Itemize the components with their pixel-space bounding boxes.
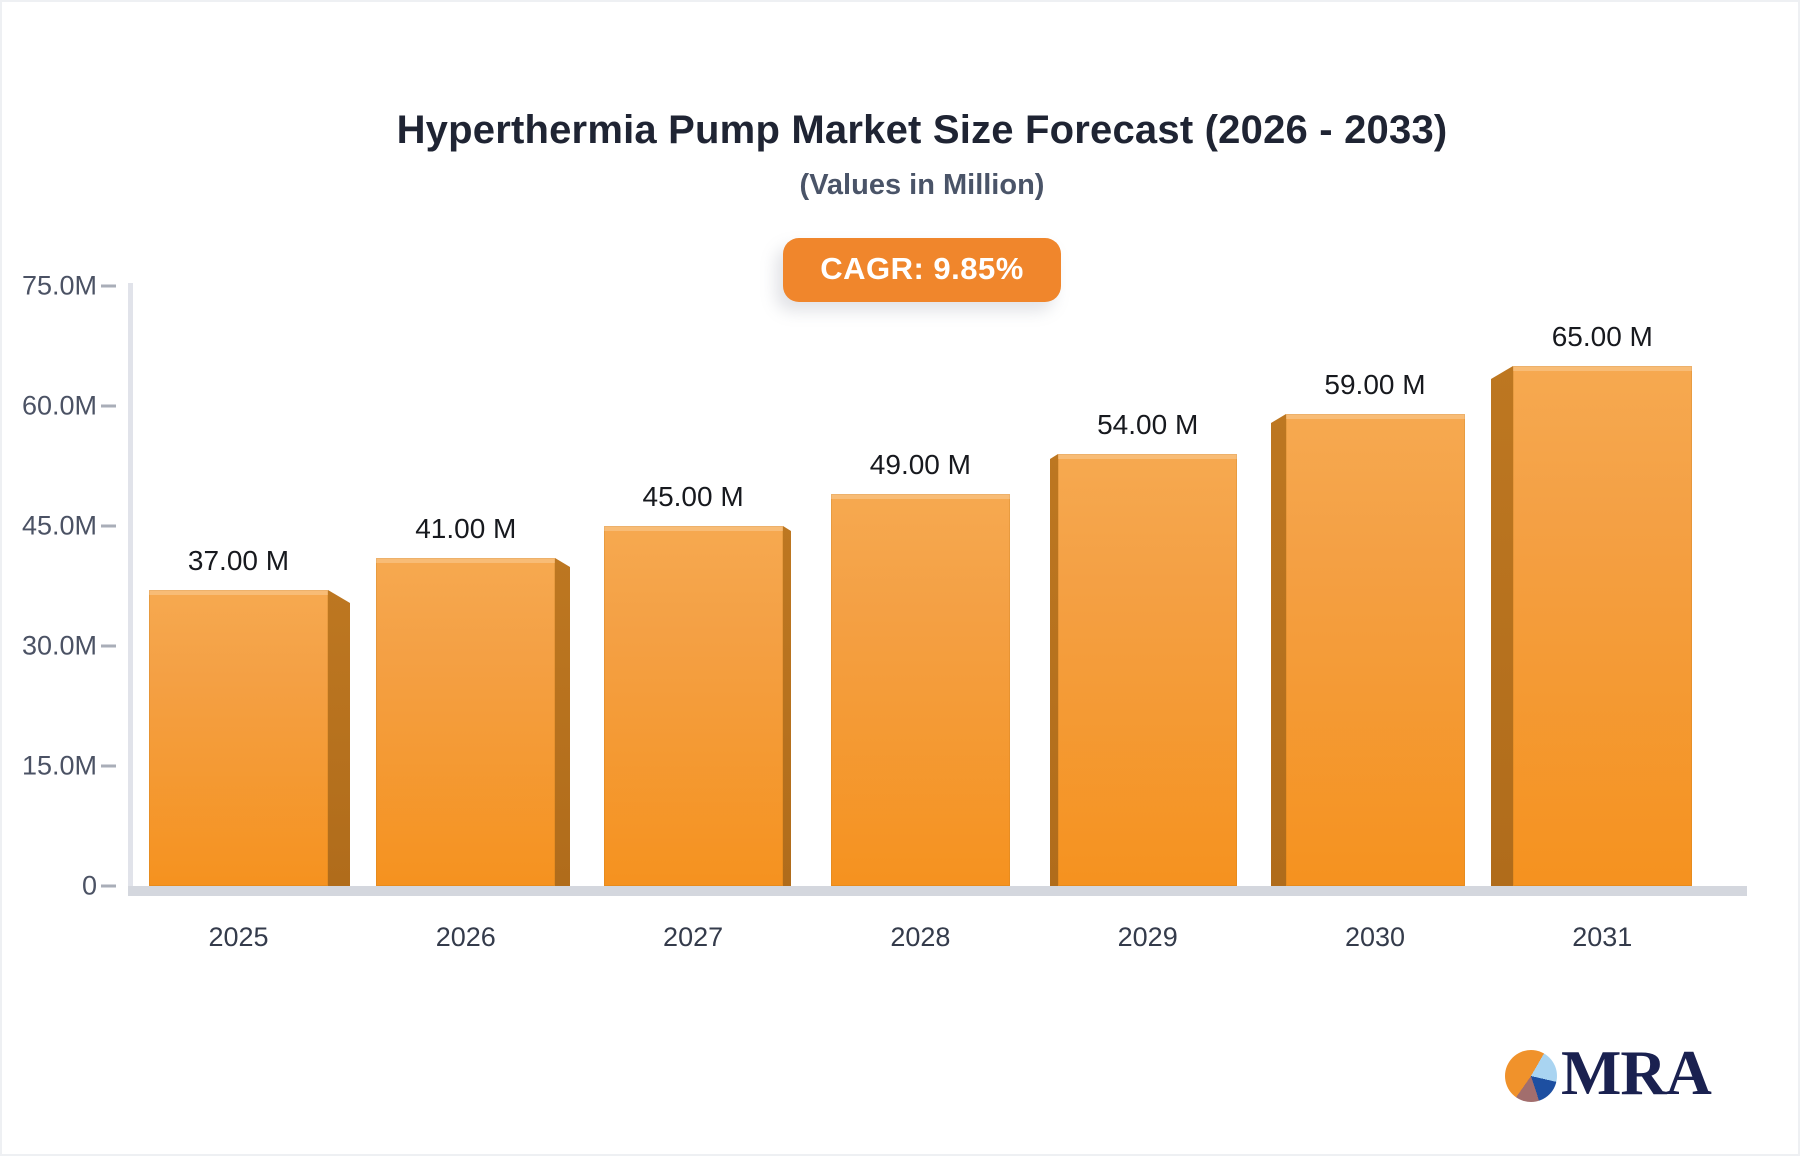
y-axis-label-0: 0 [81,870,97,901]
bar-side-2026 [555,558,570,886]
bar-2031[interactable] [1513,366,1692,886]
y-axis-line [128,283,133,896]
bar-side-2030 [1271,414,1286,886]
y-axis-label-30.0M: 30.0M [21,630,97,661]
bar-value-label-2026: 41.00 M [415,513,517,544]
x-axis-label-2027: 2027 [663,922,724,952]
y-axis-label-15.0M: 15.0M [21,750,97,781]
y-axis-label-45.0M: 45.0M [21,510,97,541]
bar-value-label-2027: 45.00 M [642,481,744,512]
chart-subtitle: (Values in Million) [799,169,1045,201]
x-axis-label-2026: 2026 [435,922,496,952]
cagr-badge: CAGR: 9.85% [783,238,1061,302]
bar-2029[interactable] [1058,454,1237,886]
chart-title: Hyperthermia Pump Market Size Forecast (… [396,108,1448,152]
bar-side-2031 [1491,366,1513,886]
x-axis-label-2030: 2030 [1344,922,1406,952]
bar-2030[interactable] [1286,414,1465,886]
bar-side-2025 [328,590,350,886]
bar-2028[interactable] [831,494,1010,886]
chart-header: Hyperthermia Pump Market Size Forecast (… [0,0,1800,302]
bar-value-label-2028: 49.00 M [869,449,971,480]
y-axis-tick [101,524,116,528]
bar-2026[interactable] [376,558,555,886]
y-axis-label-75.0M: 75.0M [21,270,97,301]
y-axis-label-60.0M: 60.0M [21,390,97,421]
x-axis-label-2029: 2029 [1117,922,1178,952]
y-axis-tick [101,884,116,888]
bar-value-label-2030: 59.00 M [1324,369,1426,400]
bar-2027[interactable] [604,526,783,886]
y-axis-tick [101,644,116,648]
mra-logo-text: MRA [1561,1037,1712,1108]
bar-side-2027 [783,526,791,886]
bar-value-label-2025: 37.00 M [187,545,290,576]
y-axis-tick [101,404,116,408]
y-axis-tick [101,284,116,288]
y-axis-tick [101,764,116,768]
bar-side-2029 [1050,454,1058,886]
bar-value-label-2031: 65.00 M [1551,321,1653,352]
bar-2025[interactable] [149,590,328,886]
x-axis-label-2025: 2025 [208,922,269,952]
x-axis-label-2028: 2028 [890,922,951,952]
mra-logo: MRA [1505,1026,1712,1110]
pie-chart-logo-icon [1505,1050,1557,1102]
bar-value-label-2029: 54.00 M [1097,409,1199,440]
x-axis-label-2031: 2031 [1572,922,1633,952]
x-axis-baseline [128,886,1747,896]
